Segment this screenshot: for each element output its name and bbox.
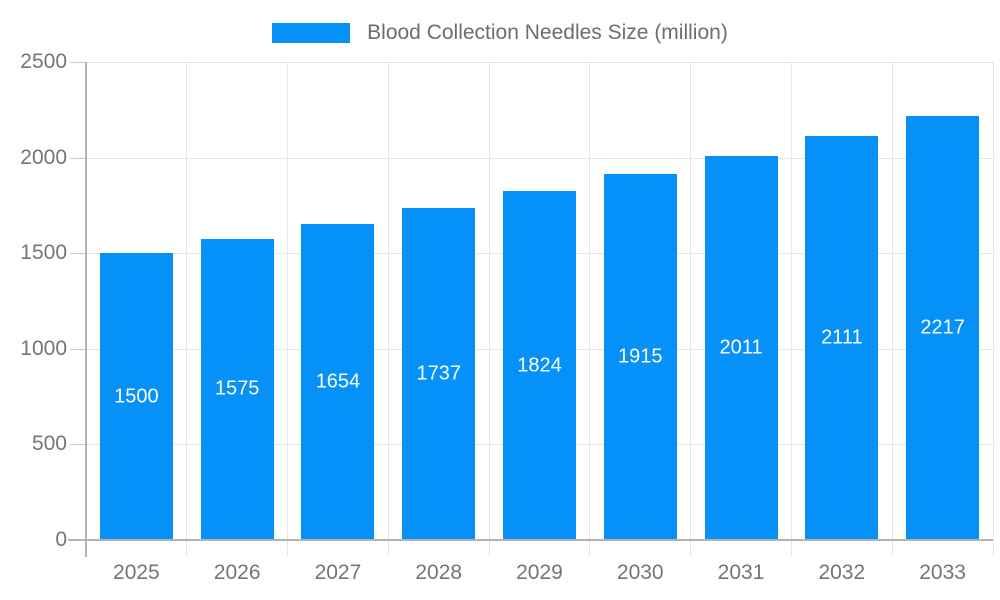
bar-value-label: 2217 xyxy=(920,316,965,339)
bar-2030[interactable]: 1915 xyxy=(603,173,677,540)
x-tick-label: 2031 xyxy=(717,561,765,584)
plot-area: 1500 1575 1654 1737 1824 1915 2011 2111 2217 xyxy=(86,62,994,556)
v-gridline xyxy=(992,62,994,556)
bar-value-label: 1737 xyxy=(416,362,461,385)
x-tick-label: 2029 xyxy=(516,561,563,584)
y-tick-mark xyxy=(70,444,86,446)
bar-value-label: 1500 xyxy=(114,385,159,408)
v-gridline xyxy=(186,62,188,556)
bar-2026[interactable]: 1575 xyxy=(200,238,274,540)
y-tick-label: 500 xyxy=(31,432,67,456)
x-axis-line xyxy=(68,539,993,541)
bar-value-label: 2011 xyxy=(719,336,763,359)
bar-2031[interactable]: 2011 xyxy=(704,155,778,540)
y-tick-mark xyxy=(70,62,86,63)
legend-label: Blood Collection Needles Size (million) xyxy=(367,21,728,44)
x-tick-label: 2033 xyxy=(919,561,966,584)
y-tick-label: 0 xyxy=(55,528,67,551)
bar-value-label: 1824 xyxy=(517,354,562,377)
y-tick-label: 1000 xyxy=(20,336,67,360)
h-gridline xyxy=(86,62,993,63)
x-tick-label: 2025 xyxy=(113,561,160,584)
bar-2027[interactable]: 1654 xyxy=(301,223,375,540)
h-gridline xyxy=(86,157,993,159)
legend-swatch[interactable] xyxy=(272,23,351,43)
y-tick-label: 2000 xyxy=(20,145,67,169)
bar-2028[interactable]: 1737 xyxy=(402,207,476,540)
x-tick-label: 2032 xyxy=(818,561,866,584)
bar-2029[interactable]: 1824 xyxy=(503,191,576,540)
y-tick-mark xyxy=(70,348,86,350)
v-gridline xyxy=(589,62,591,556)
bar-value-label: 1654 xyxy=(315,370,361,393)
bar-2033[interactable]: 2217 xyxy=(906,116,980,540)
bar-value-label: 2111 xyxy=(821,326,863,349)
bar-value-label: 1575 xyxy=(214,377,260,400)
v-gridline xyxy=(488,62,490,556)
v-gridline xyxy=(790,62,792,556)
v-gridline xyxy=(287,62,289,556)
x-tick-label: 2027 xyxy=(314,561,362,584)
v-gridline xyxy=(891,62,893,556)
y-tick-label: 2500 xyxy=(20,50,67,73)
v-gridline xyxy=(690,62,692,556)
x-tick-label: 2028 xyxy=(415,561,463,584)
y-axis-line xyxy=(85,62,87,557)
y-tick-label: 1500 xyxy=(20,241,67,265)
v-gridline xyxy=(387,62,389,556)
bar-2025[interactable]: 1500 xyxy=(99,253,173,540)
y-tick-mark xyxy=(70,157,86,159)
x-tick-label: 2026 xyxy=(213,561,261,584)
y-tick-mark xyxy=(70,253,86,255)
x-tick-label: 2030 xyxy=(616,561,664,584)
chart-legend: Blood Collection Needles Size (million) xyxy=(0,18,1000,48)
bar-2032[interactable]: 2111 xyxy=(805,136,879,540)
bar-value-label: 1915 xyxy=(618,345,663,368)
